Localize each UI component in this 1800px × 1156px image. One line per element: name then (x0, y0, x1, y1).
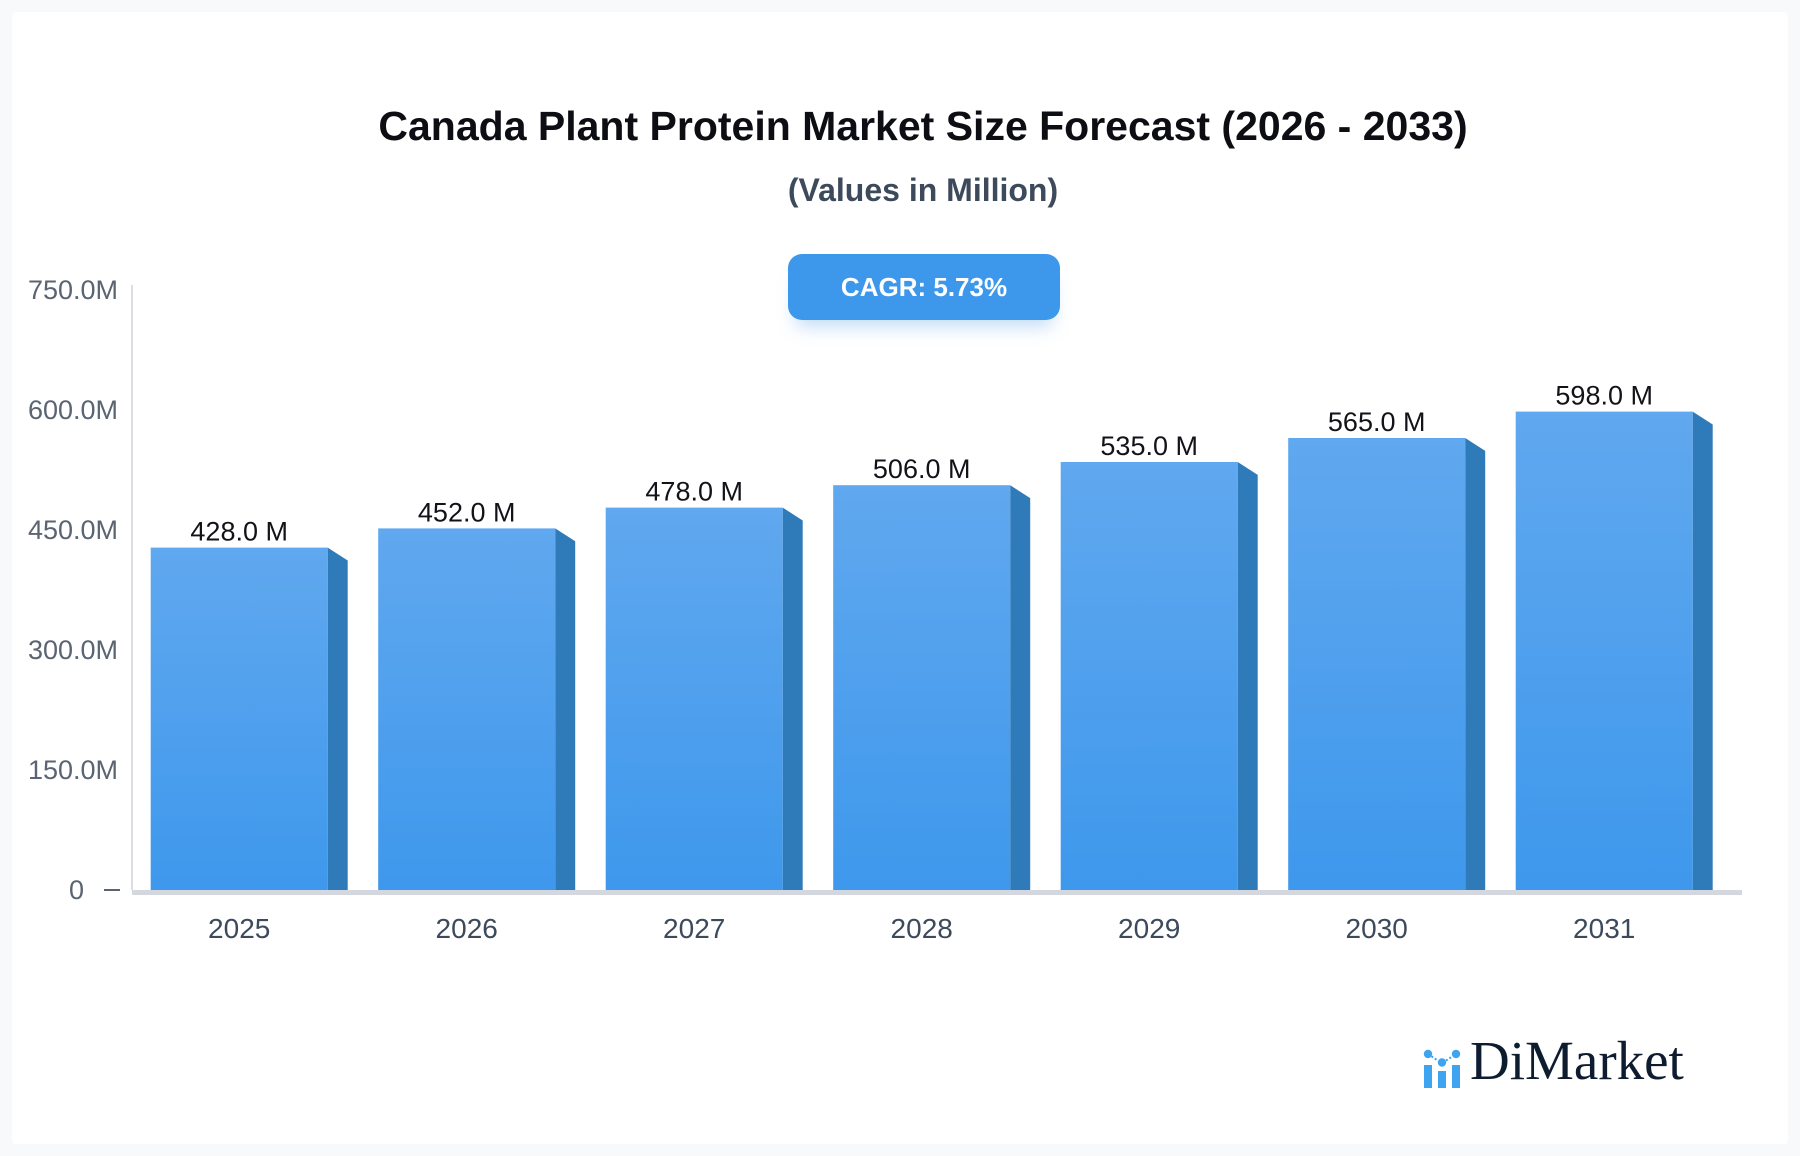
svg-text:535.0 M: 535.0 M (1100, 431, 1198, 461)
svg-text:2031: 2031 (1573, 913, 1635, 944)
svg-text:506.0 M: 506.0 M (873, 454, 971, 484)
svg-text:598.0 M: 598.0 M (1555, 381, 1653, 411)
svg-text:600.0M: 600.0M (28, 395, 118, 425)
svg-text:478.0 M: 478.0 M (645, 477, 743, 507)
svg-text:150.0M: 150.0M (28, 755, 118, 785)
svg-text:2025: 2025 (208, 913, 270, 944)
svg-text:450.0M: 450.0M (28, 515, 118, 545)
svg-text:2029: 2029 (1118, 913, 1180, 944)
svg-text:2030: 2030 (1346, 913, 1408, 944)
svg-text:2026: 2026 (436, 913, 498, 944)
svg-text:565.0 M: 565.0 M (1328, 407, 1426, 437)
svg-text:0: 0 (69, 875, 84, 905)
svg-text:2027: 2027 (663, 913, 725, 944)
svg-text:300.0M: 300.0M (28, 635, 118, 665)
svg-text:2028: 2028 (891, 913, 953, 944)
svg-text:750.0M: 750.0M (28, 275, 118, 305)
svg-text:452.0 M: 452.0 M (418, 497, 516, 527)
svg-text:428.0 M: 428.0 M (190, 517, 288, 547)
